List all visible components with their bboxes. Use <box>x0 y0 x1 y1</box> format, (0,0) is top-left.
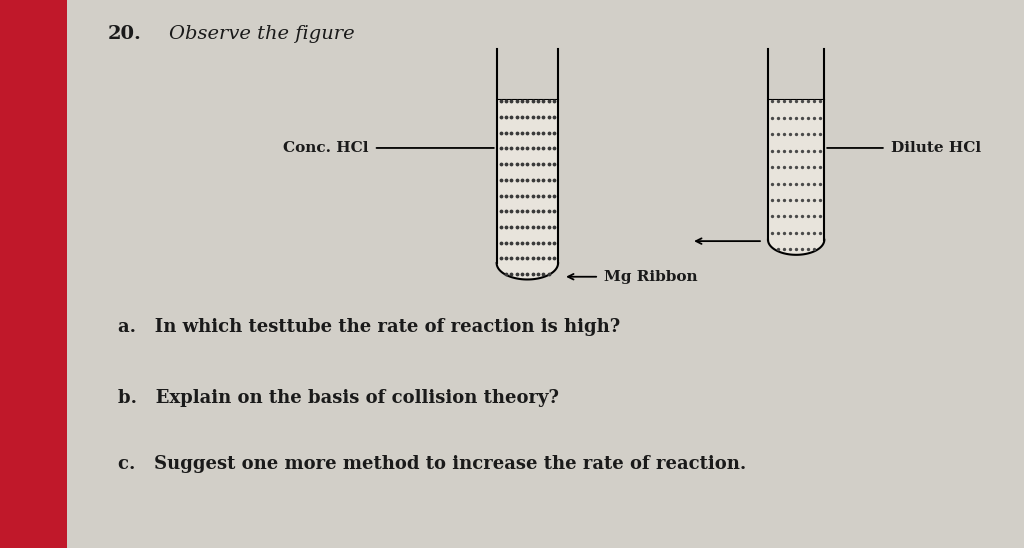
Text: Mg Ribbon: Mg Ribbon <box>604 270 697 284</box>
Bar <box>497 99 558 263</box>
Bar <box>0 0 67 548</box>
Text: a.   In which testtube the rate of reaction is high?: a. In which testtube the rate of reactio… <box>118 318 620 336</box>
Text: Observe the figure: Observe the figure <box>169 25 354 43</box>
Text: b.   Explain on the basis of collision theory?: b. Explain on the basis of collision the… <box>118 389 559 407</box>
Text: 20.: 20. <box>108 25 141 43</box>
Text: Conc. HCl: Conc. HCl <box>284 141 369 155</box>
Text: Dilute HCl: Dilute HCl <box>891 141 981 155</box>
Polygon shape <box>497 263 558 279</box>
Text: c.   Suggest one more method to increase the rate of reaction.: c. Suggest one more method to increase t… <box>118 455 746 473</box>
Polygon shape <box>768 240 824 255</box>
Bar <box>768 99 824 240</box>
